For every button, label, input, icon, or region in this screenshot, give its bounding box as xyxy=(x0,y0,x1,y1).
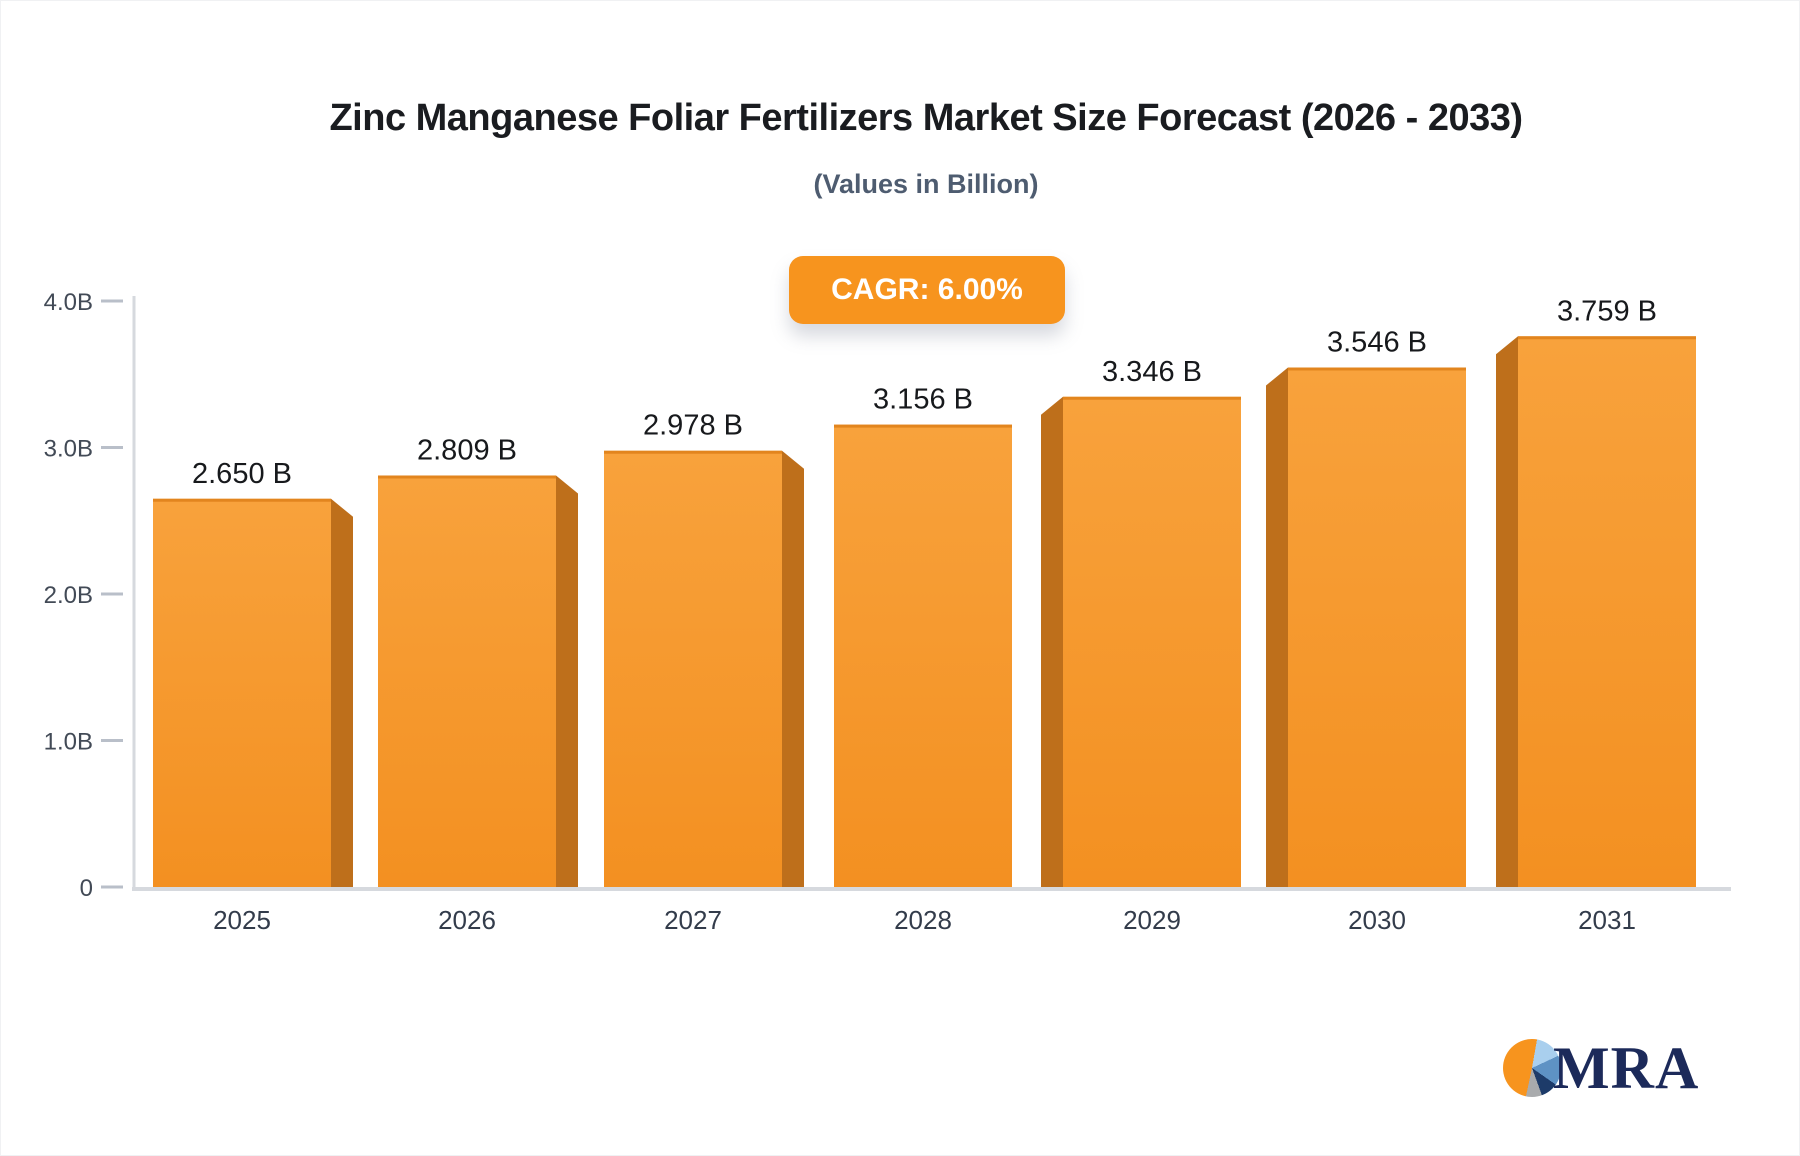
y-axis-label: 2.0B xyxy=(44,582,93,609)
bar-2027 xyxy=(604,450,782,887)
pie-chart-logo-icon xyxy=(1503,1039,1561,1097)
bar-2028 xyxy=(834,424,1012,887)
x-axis-label-2026: 2026 xyxy=(438,905,496,935)
brand-logo-text: MRA xyxy=(1553,1035,1700,1101)
x-axis-label-2030: 2030 xyxy=(1348,905,1406,935)
chart-title: Zinc Manganese Foliar Fertilizers Market… xyxy=(329,97,1523,139)
y-axis-label: 0 xyxy=(80,875,93,902)
brand-logo: MRA xyxy=(1503,1035,1700,1101)
y-axis-label: 3.0B xyxy=(44,436,93,463)
x-axis-label-2025: 2025 xyxy=(213,905,271,935)
cagr-badge: CAGR: 6.00% xyxy=(789,256,1065,324)
bar-value-label-2026: 2.809 B xyxy=(417,434,517,466)
cagr-badge-label: CAGR: 6.00% xyxy=(831,273,1023,306)
bar-2030 xyxy=(1288,367,1466,887)
y-axis-label: 4.0B xyxy=(44,289,93,316)
x-axis-label-2028: 2028 xyxy=(894,905,952,935)
bar-2029 xyxy=(1063,396,1241,887)
x-axis-label-2027: 2027 xyxy=(664,905,722,935)
bar-value-label-2029: 3.346 B xyxy=(1102,356,1202,388)
bar-side-panel-2027 xyxy=(782,450,804,887)
chart-subtitle: (Values in Billion) xyxy=(813,169,1039,199)
bar-side-panel-2031 xyxy=(1496,336,1518,887)
bar-side-panel-2025 xyxy=(331,498,353,887)
bar-value-label-2028: 3.156 B xyxy=(873,384,973,416)
y-axis-label: 1.0B xyxy=(44,729,93,756)
bar-value-label-2030: 3.546 B xyxy=(1327,327,1427,359)
bar-side-panel-2026 xyxy=(556,475,578,887)
bar-value-label-2031: 3.759 B xyxy=(1557,295,1657,327)
x-axis-label-2029: 2029 xyxy=(1123,905,1181,935)
bar-side-panel-2029 xyxy=(1041,396,1063,887)
bar-2031 xyxy=(1518,336,1696,887)
bar-2025 xyxy=(153,498,331,887)
bar-value-label-2025: 2.650 B xyxy=(192,458,292,490)
bar-2026 xyxy=(378,475,556,887)
x-axis-label-2031: 2031 xyxy=(1578,905,1636,935)
bar-side-panel-2030 xyxy=(1266,367,1288,887)
bar-value-label-2027: 2.978 B xyxy=(643,410,743,442)
